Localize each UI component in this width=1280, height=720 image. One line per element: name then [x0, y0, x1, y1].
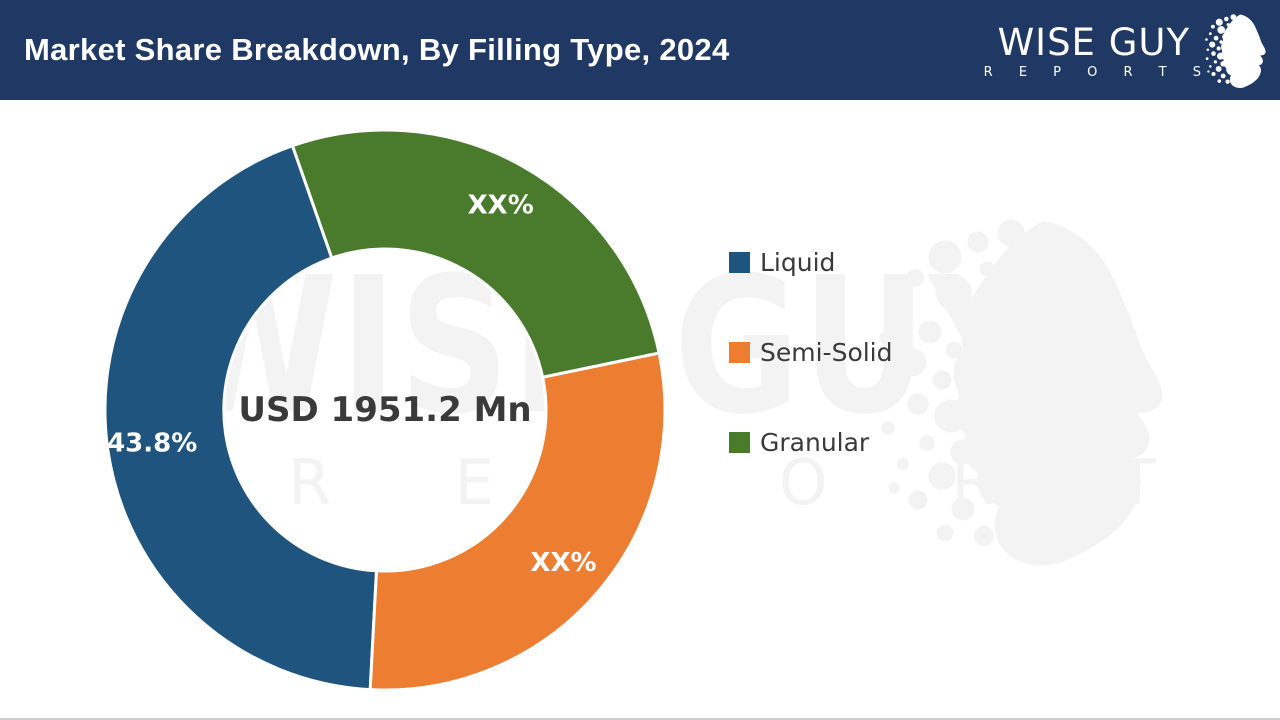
bottom-divider	[0, 718, 1280, 720]
legend-label: Semi-Solid	[760, 337, 893, 367]
slice-value-label: 43.8%	[107, 428, 197, 458]
donut-chart: 43.8% XX% XX% USD 1951.2 Mn	[103, 128, 667, 692]
chart-legend: Liquid Semi-Solid Granular	[729, 247, 893, 519]
wiseguy-head-watermark-icon	[879, 219, 1163, 566]
wiseguy-head-logo-icon	[1205, 14, 1266, 88]
slice-value-label: XX%	[530, 548, 596, 578]
legend-item-liquid: Liquid	[729, 247, 893, 277]
legend-item-semi-solid: Semi-Solid	[729, 337, 893, 367]
legend-label: Granular	[760, 427, 870, 457]
logo-reports-label: R E P O R T S	[983, 65, 1212, 80]
legend-item-granular: Granular	[729, 427, 893, 457]
donut-slice-semi-solid	[368, 351, 667, 692]
donut-slice-liquid	[103, 143, 379, 692]
wiseguy-logo-text: WISE GUY R E P O R T S	[976, 24, 1212, 80]
logo-wiseguy-label: WISE GUY	[997, 21, 1191, 64]
donut-slice-granular	[290, 128, 661, 379]
legend-swatch	[729, 251, 750, 273]
page-title: Market Share Breakdown, By Filling Type,…	[24, 32, 730, 67]
legend-label: Liquid	[760, 247, 836, 277]
header-bar: Market Share Breakdown, By Filling Type,…	[0, 0, 1280, 100]
donut-center-value: USD 1951.2 Mn	[238, 390, 531, 430]
legend-swatch	[729, 431, 750, 453]
wiseguy-logo: WISE GUY R E P O R T S	[976, 8, 1266, 92]
legend-swatch	[729, 341, 750, 363]
slice-value-label: XX%	[468, 190, 534, 220]
